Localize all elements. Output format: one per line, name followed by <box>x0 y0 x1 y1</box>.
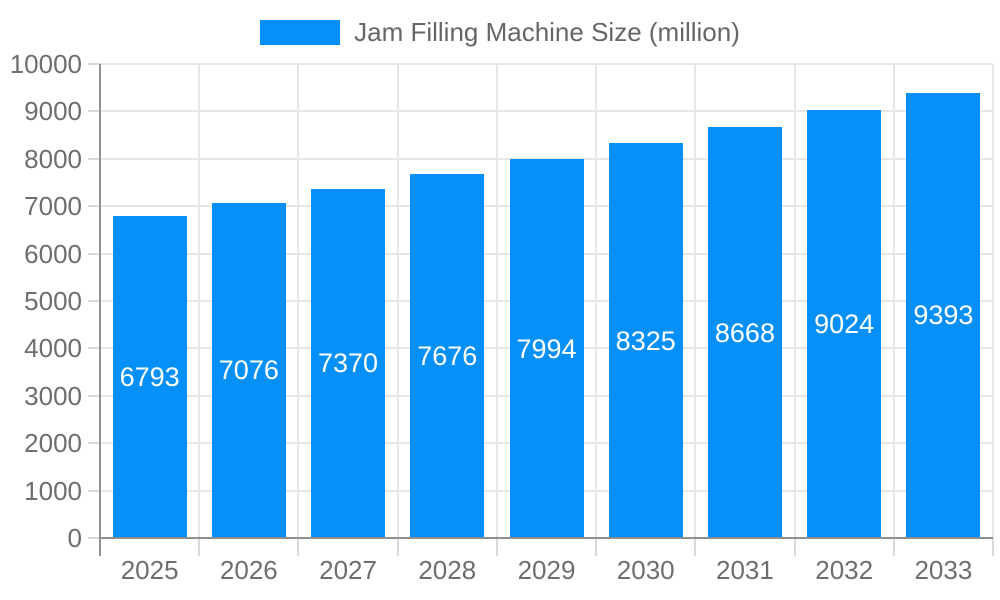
x-axis-line <box>100 537 993 539</box>
y-axis-label: 0 <box>67 523 82 553</box>
bar-value-label: 8325 <box>615 325 676 356</box>
y-axis-label: 8000 <box>24 143 82 174</box>
x-tick-mark <box>992 538 994 556</box>
gridline-v <box>595 64 598 538</box>
y-tick-mark <box>88 442 100 445</box>
gridline-v <box>694 64 697 538</box>
y-tick-mark <box>88 300 100 302</box>
y-tick-mark <box>88 252 100 255</box>
x-axis-label: 2026 <box>219 555 278 585</box>
legend-label: Jam Filling Machine Size (million) <box>354 17 740 47</box>
y-axis-label: 6000 <box>24 238 82 269</box>
legend-item[interactable]: Jam Filling Machine Size (million) <box>0 17 1000 47</box>
y-tick-mark <box>88 489 100 492</box>
y-axis-label: 9000 <box>24 96 82 127</box>
y-tick-mark <box>88 205 100 208</box>
y-tick-mark <box>88 157 100 160</box>
gridline-v <box>495 64 498 538</box>
y-axis-label: 3000 <box>24 380 82 411</box>
bar-value-label: 9393 <box>913 300 974 331</box>
y-axis-label: 7000 <box>24 191 82 222</box>
x-axis-label: 2033 <box>914 555 973 585</box>
x-tick-mark <box>297 538 300 556</box>
gridline-v <box>396 64 399 538</box>
x-tick-mark <box>495 538 498 556</box>
bar-value-label: 7994 <box>516 333 577 364</box>
y-axis-label: 5000 <box>24 286 82 316</box>
x-axis-label: 2031 <box>716 555 774 585</box>
x-tick-mark <box>793 538 796 556</box>
y-axis-line <box>99 64 101 556</box>
x-tick-mark <box>892 538 895 556</box>
x-tick-mark <box>396 538 399 556</box>
y-axis-label: 2000 <box>24 428 82 459</box>
x-tick-mark <box>694 538 697 556</box>
bar-2031[interactable] <box>707 127 782 538</box>
gridline-v <box>297 64 300 538</box>
x-axis-label: 2029 <box>517 555 576 585</box>
gridline-v <box>992 64 994 538</box>
x-axis-label: 2030 <box>616 555 675 585</box>
x-axis-label: 2025 <box>120 555 179 585</box>
bar-value-label: 6793 <box>119 362 180 392</box>
y-tick-mark <box>88 537 100 539</box>
x-axis-label: 2027 <box>319 555 377 585</box>
bar-2027[interactable] <box>311 188 386 538</box>
gridline-v <box>198 64 201 538</box>
x-axis-label: 2028 <box>418 555 477 585</box>
y-axis-label: 4000 <box>24 333 82 364</box>
bar-value-label: 8668 <box>714 317 775 348</box>
bar-value-label: 7370 <box>318 348 379 379</box>
bar-2028[interactable] <box>410 174 485 538</box>
x-axis-label: 2032 <box>815 555 874 585</box>
bar-2025[interactable] <box>112 216 187 538</box>
gridline-h <box>100 63 993 65</box>
bar-value-label: 7676 <box>417 341 478 372</box>
bar-value-label: 9024 <box>814 309 875 340</box>
gridline-v <box>892 64 895 538</box>
x-tick-mark <box>595 538 598 556</box>
gridline-h <box>100 110 993 113</box>
bar-value-label: 7076 <box>218 355 279 386</box>
bar-2030[interactable] <box>608 143 683 538</box>
gridline-h <box>100 157 993 160</box>
bar-2029[interactable] <box>509 159 584 538</box>
x-tick-mark <box>198 538 201 556</box>
y-axis-label: 1000 <box>24 475 82 506</box>
y-axis-label: 10000 <box>9 49 82 79</box>
bar-2026[interactable] <box>211 202 286 538</box>
gridline-v <box>793 64 796 538</box>
bar-2032[interactable] <box>807 110 882 538</box>
y-tick-mark <box>88 63 100 65</box>
y-tick-mark <box>88 347 100 350</box>
y-tick-mark <box>88 394 100 397</box>
plot-area: 0 1000 2000 3000 4000 5000 6000 7000 8000 9000 100… <box>10 49 994 585</box>
y-tick-mark <box>88 110 100 113</box>
legend-swatch <box>260 19 341 45</box>
bar-2033[interactable] <box>906 92 981 538</box>
